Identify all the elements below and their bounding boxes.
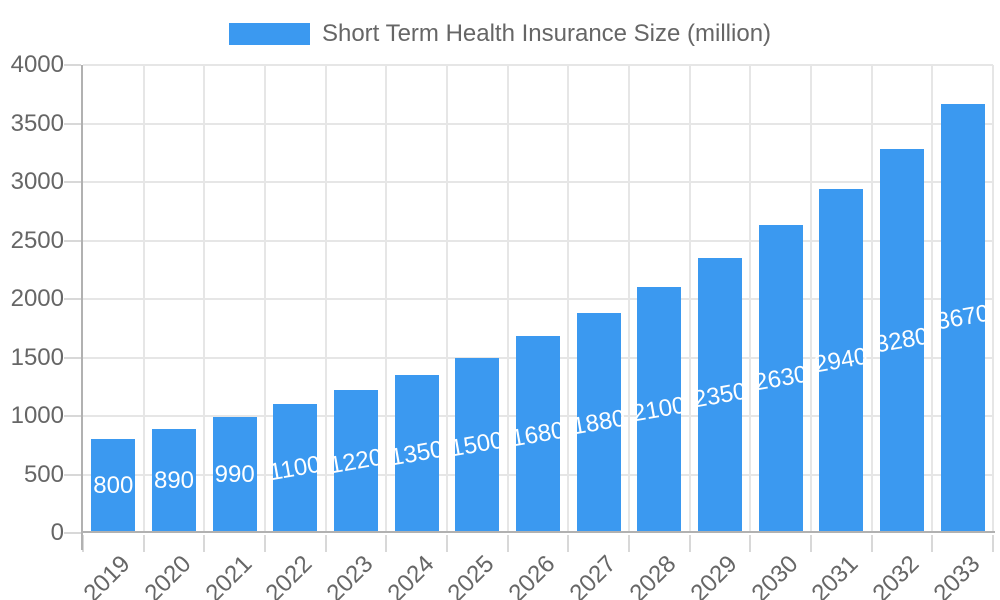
x-axis-tick (385, 535, 388, 552)
gridline-vertical (142, 65, 145, 533)
gridline-vertical (992, 65, 994, 533)
x-axis-tick (870, 535, 873, 552)
x-axis-tick (203, 535, 206, 552)
bar-2033[interactable]: 3670 (934, 103, 991, 533)
x-axis-label: 2019 (78, 550, 136, 600)
x-axis-tick (688, 535, 691, 552)
x-axis-tick (992, 535, 994, 552)
y-axis-label: 4000 (10, 51, 64, 78)
gridline-vertical (324, 65, 327, 533)
gridline-vertical (931, 65, 934, 533)
x-axis-tick (506, 535, 509, 552)
x-axis-tick (749, 535, 752, 552)
bar-2030[interactable]: 2630 (752, 225, 809, 533)
y-axis-label: 0 (50, 519, 64, 546)
legend[interactable]: Short Term Health Insurance Size (millio… (0, 22, 1000, 46)
x-axis-tick (82, 535, 84, 552)
y-axis-tick (64, 64, 81, 66)
y-axis-label: 1500 (10, 343, 64, 371)
x-axis-tick (931, 535, 934, 552)
y-axis-tick (64, 415, 81, 417)
gridline-vertical (567, 65, 570, 533)
y-axis-tick (64, 298, 81, 300)
bar-2023[interactable]: 1220 (327, 390, 385, 533)
bar-2028[interactable]: 2100 (631, 287, 688, 533)
bar-value-label: 3670 (933, 299, 992, 336)
x-axis-line (81, 531, 995, 533)
gridline-horizontal (83, 64, 993, 66)
y-axis-label: 2500 (10, 226, 64, 254)
y-axis-line (81, 65, 83, 550)
y-axis-tick (64, 181, 81, 183)
gridline-vertical (870, 65, 873, 533)
gridline-horizontal (83, 239, 993, 242)
x-axis-tick (142, 535, 145, 552)
y-axis-label: 500 (23, 460, 64, 488)
bar-value-label: 2630 (751, 360, 810, 397)
y-axis-tick (64, 532, 81, 534)
x-axis-tick (567, 535, 570, 552)
bar-2021[interactable]: 990 (212, 417, 257, 533)
gridline-vertical (628, 65, 630, 533)
gridline-horizontal (83, 122, 993, 125)
bar-2020[interactable]: 890 (152, 428, 196, 533)
gridline-vertical (446, 65, 448, 533)
bar-value-label: 2350 (691, 377, 749, 413)
bar-value-label: 2940 (812, 342, 870, 379)
y-axis-label: 2000 (10, 285, 64, 312)
bar-2022[interactable]: 1100 (267, 404, 323, 533)
y-axis-label: 1000 (10, 402, 64, 429)
bar-value-label: 1880 (569, 404, 628, 441)
gridline-vertical (810, 65, 812, 533)
bar-2031[interactable]: 2940 (813, 189, 870, 533)
bar-value-label: 1350 (387, 435, 446, 472)
y-axis-tick (64, 356, 81, 359)
y-axis-label: 3000 (10, 168, 64, 195)
bar-value-label: 1100 (267, 450, 323, 486)
plot-area: 800 890 990 1100 1220 1350 1500 1680 1880 2100 235… (64, 64, 994, 552)
bar-value-label: 1500 (448, 426, 506, 463)
x-axis-tick (628, 535, 630, 552)
bar-2032[interactable]: 3280 (873, 149, 931, 533)
gridline-vertical (506, 65, 509, 533)
gridline-vertical (264, 65, 266, 533)
gridline-vertical (688, 65, 691, 533)
gridline-horizontal (83, 181, 993, 183)
bar-2024[interactable]: 1350 (388, 375, 445, 533)
gridline-vertical (749, 65, 752, 533)
bar-value-label: 990 (214, 461, 255, 489)
y-axis-label: 3500 (10, 109, 64, 137)
bar-2029[interactable]: 2350 (691, 258, 749, 533)
bar-2019[interactable]: 800 (91, 439, 136, 533)
y-axis-tick (64, 239, 81, 242)
bar-value-label: 2100 (630, 391, 688, 428)
x-axis-tick (264, 535, 266, 552)
legend-label: Short Term Health Insurance Size (millio… (321, 20, 772, 47)
bar-2027[interactable]: 1880 (570, 313, 627, 533)
bar-value-label: 800 (93, 472, 134, 500)
bar-value-label: 1220 (327, 443, 385, 480)
y-axis-tick (64, 122, 81, 125)
gridline-horizontal (83, 298, 993, 300)
gridline-vertical (203, 65, 206, 533)
legend-swatch-icon (228, 23, 310, 45)
x-axis-tick (810, 535, 812, 552)
bar-value-label: 1680 (509, 416, 567, 453)
bar-value-label: 890 (153, 466, 195, 494)
x-axis-tick (446, 535, 448, 552)
y-axis-tick (64, 473, 81, 476)
bar-2025[interactable]: 1500 (449, 357, 506, 533)
x-axis-tick (324, 535, 327, 552)
bar-value-label: 3280 (873, 322, 931, 359)
bar-2026[interactable]: 1680 (509, 336, 567, 533)
gridline-vertical (385, 65, 388, 533)
